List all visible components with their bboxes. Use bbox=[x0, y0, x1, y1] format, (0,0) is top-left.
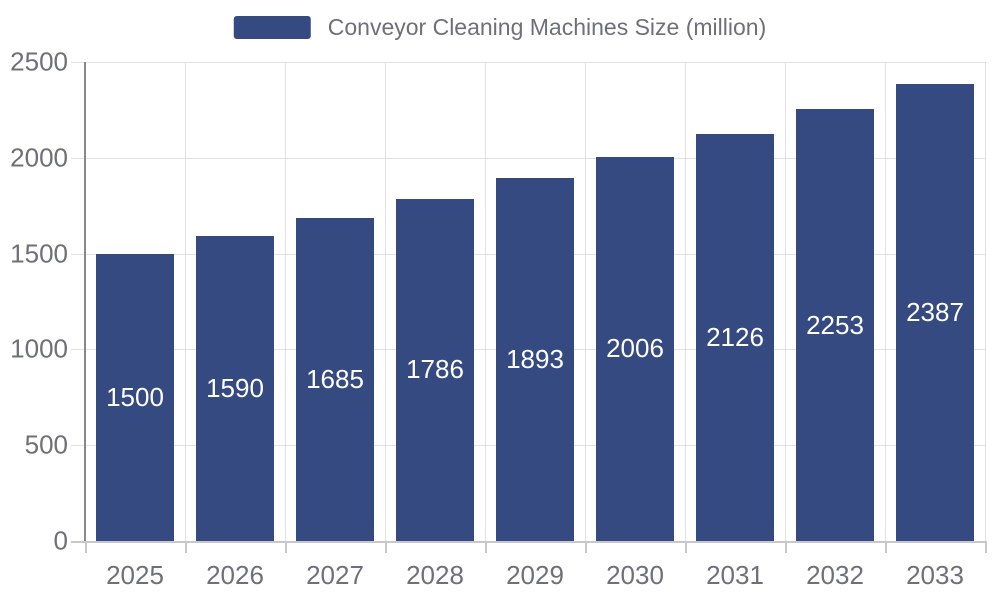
gridline-vertical bbox=[885, 62, 886, 541]
x-axis-tick bbox=[85, 541, 87, 553]
bar[interactable]: 2126 bbox=[696, 133, 774, 541]
x-axis-tick bbox=[885, 541, 887, 553]
x-axis-line bbox=[71, 541, 985, 543]
y-axis-tick-label: 1500 bbox=[10, 238, 68, 269]
x-axis-tick bbox=[385, 541, 387, 553]
x-axis-tick bbox=[185, 541, 187, 553]
bar[interactable]: 1590 bbox=[196, 236, 274, 541]
bar-value-label: 1893 bbox=[506, 344, 564, 375]
bar[interactable]: 1786 bbox=[396, 198, 474, 541]
x-axis-tick bbox=[685, 541, 687, 553]
bar-value-label: 1590 bbox=[206, 373, 264, 404]
x-axis-tick bbox=[485, 541, 487, 553]
x-axis-category-label: 2026 bbox=[206, 560, 264, 590]
x-axis-category-label: 2027 bbox=[306, 560, 364, 590]
y-axis-tick-label: 2500 bbox=[10, 46, 68, 77]
y-axis-tick-label: 2000 bbox=[10, 142, 68, 173]
bar-value-label: 2126 bbox=[706, 321, 764, 352]
gridline-vertical bbox=[685, 62, 686, 541]
bar-value-label: 2006 bbox=[606, 333, 664, 364]
legend-label: Conveyor Cleaning Machines Size (million… bbox=[327, 14, 767, 40]
gridline-vertical bbox=[785, 62, 786, 541]
x-axis-category-label: 2025 bbox=[106, 560, 164, 590]
y-axis-tick bbox=[71, 253, 85, 255]
x-axis-category-label: 2030 bbox=[606, 560, 664, 590]
gridline-horizontal bbox=[85, 157, 985, 159]
bar[interactable]: 1500 bbox=[96, 253, 174, 541]
x-axis-category-label: 2031 bbox=[706, 560, 764, 590]
x-axis-category-label: 2029 bbox=[506, 560, 564, 590]
gridline-vertical bbox=[185, 62, 186, 541]
bar[interactable]: 1685 bbox=[296, 218, 374, 541]
y-axis-tick bbox=[71, 157, 85, 159]
y-axis-line bbox=[84, 62, 86, 541]
bar-value-label: 1685 bbox=[306, 364, 364, 395]
gridline-vertical bbox=[385, 62, 386, 541]
x-axis-category-label: 2032 bbox=[806, 560, 864, 590]
legend[interactable]: Conveyor Cleaning Machines Size (million… bbox=[233, 14, 767, 41]
x-axis-tick bbox=[785, 541, 787, 553]
y-axis-tick bbox=[71, 62, 85, 63]
bar-value-label: 2387 bbox=[906, 296, 964, 327]
y-axis-tick bbox=[71, 445, 85, 447]
x-axis-tick bbox=[985, 541, 987, 553]
y-axis-tick-label: 500 bbox=[24, 429, 68, 460]
bar[interactable]: 2006 bbox=[596, 156, 674, 541]
y-axis-tick-label: 1000 bbox=[10, 333, 68, 364]
bar-value-label: 2253 bbox=[806, 309, 864, 340]
bar-value-label: 1500 bbox=[106, 381, 164, 412]
x-axis-tick bbox=[285, 541, 287, 553]
gridline-vertical bbox=[285, 62, 286, 541]
legend-swatch-icon bbox=[233, 16, 311, 39]
x-axis-category-label: 2028 bbox=[406, 560, 464, 590]
bar[interactable]: 1893 bbox=[496, 178, 574, 541]
bar[interactable]: 2387 bbox=[896, 83, 974, 541]
y-axis-tick bbox=[71, 349, 85, 351]
bar-value-label: 1786 bbox=[406, 354, 464, 385]
gridline-vertical bbox=[985, 62, 986, 541]
gridline-vertical bbox=[585, 62, 586, 541]
y-axis-tick-label: 0 bbox=[53, 525, 68, 556]
bar[interactable]: 2253 bbox=[796, 109, 874, 541]
gridline-vertical bbox=[485, 62, 486, 541]
gridline-horizontal bbox=[85, 62, 985, 63]
x-axis-category-label: 2033 bbox=[906, 560, 964, 590]
x-axis-tick bbox=[585, 541, 587, 553]
